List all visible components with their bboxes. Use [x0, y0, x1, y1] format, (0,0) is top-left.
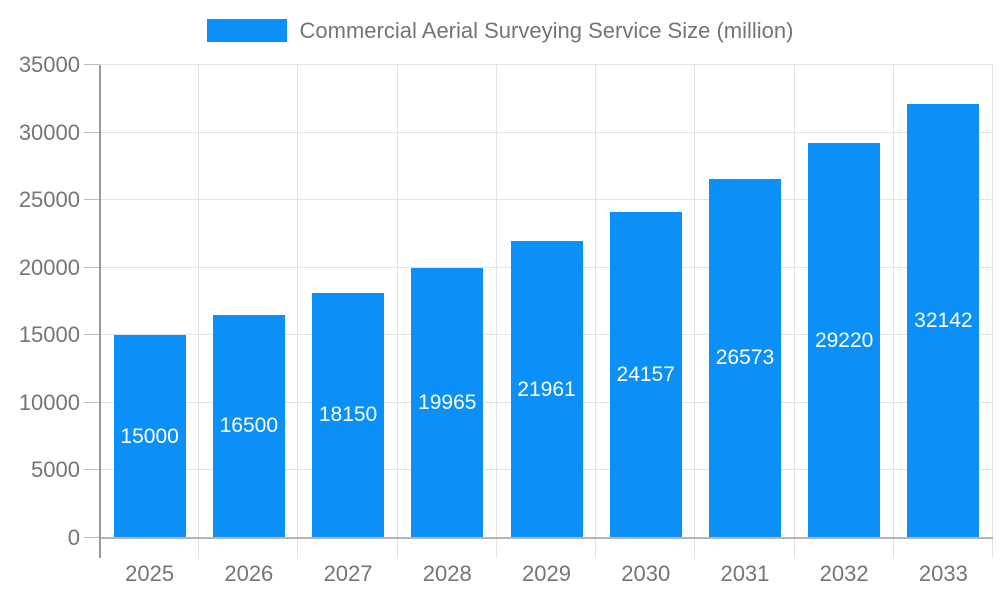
- bar-value-label: 26573: [715, 346, 775, 370]
- y-axis-tick: [84, 334, 100, 336]
- bar-2032[interactable]: 29220: [808, 143, 881, 538]
- x-axis-label-2031: 2031: [720, 561, 770, 586]
- bar-2025[interactable]: 15000: [113, 335, 186, 538]
- x-axis-label-2029: 2029: [522, 561, 571, 586]
- gridline-h: [100, 64, 993, 65]
- bar-2033[interactable]: 32142: [907, 103, 980, 538]
- y-axis-label-0: 0: [67, 525, 80, 550]
- gridline-v: [396, 65, 398, 558]
- bar-2027[interactable]: 18150: [312, 292, 385, 538]
- y-axis-label-30000: 30000: [18, 119, 80, 145]
- x-axis-label-2028: 2028: [422, 561, 472, 586]
- y-axis-tick: [84, 537, 100, 538]
- x-axis-label-2030: 2030: [621, 561, 671, 586]
- bar-value-label: 16500: [219, 414, 279, 438]
- y-axis-line: [99, 65, 101, 558]
- gridline-h: [100, 199, 993, 201]
- x-axis-label-2027: 2027: [323, 561, 373, 586]
- y-axis-label-25000: 25000: [18, 187, 80, 213]
- bar-2029[interactable]: 21961: [510, 241, 583, 538]
- x-axis-label-2025: 2025: [125, 561, 175, 586]
- y-axis-tick: [84, 131, 100, 133]
- y-axis-label-20000: 20000: [18, 254, 80, 280]
- bar-2030[interactable]: 24157: [609, 211, 682, 538]
- bar-2028[interactable]: 19965: [411, 268, 484, 538]
- legend-label: Commercial Aerial Surveying Service Size…: [299, 18, 794, 43]
- gridline-v: [992, 65, 993, 558]
- x-axis-line: [100, 537, 993, 539]
- y-axis-tick: [84, 199, 100, 201]
- gridline-v: [297, 65, 299, 558]
- x-axis-label-2026: 2026: [224, 561, 274, 586]
- y-axis-tick: [84, 266, 100, 268]
- y-axis-label-15000: 15000: [18, 322, 80, 348]
- gridline-h: [100, 131, 993, 133]
- y-axis-label-35000: 35000: [18, 52, 80, 77]
- x-axis-label-2033: 2033: [918, 561, 968, 586]
- bar-value-label: 32142: [914, 308, 973, 332]
- y-axis-label-5000: 5000: [31, 457, 80, 483]
- bar-2031[interactable]: 26573: [708, 178, 781, 538]
- gridline-v: [892, 65, 894, 558]
- gridline-v: [495, 65, 497, 558]
- bar-value-label: 19965: [418, 391, 477, 415]
- bar-value-label: 29220: [814, 328, 874, 352]
- x-axis-label-2032: 2032: [819, 561, 869, 586]
- bar-value-label: 24157: [616, 362, 675, 386]
- gridline-v: [694, 65, 696, 558]
- bar-2026[interactable]: 16500: [212, 315, 285, 538]
- y-axis-tick: [84, 64, 100, 65]
- y-axis-tick: [84, 401, 100, 403]
- bar-value-label: 15000: [120, 424, 179, 448]
- gridline-v: [595, 65, 597, 558]
- gridline-v: [198, 65, 200, 558]
- y-axis-label-10000: 10000: [18, 389, 80, 415]
- y-axis-tick: [84, 469, 100, 471]
- gridline-v: [793, 65, 795, 558]
- bar-value-label: 21961: [517, 377, 576, 401]
- legend-swatch: [206, 19, 287, 42]
- legend[interactable]: Commercial Aerial Surveying Service Size…: [0, 19, 1000, 42]
- bar-value-label: 18150: [318, 403, 378, 427]
